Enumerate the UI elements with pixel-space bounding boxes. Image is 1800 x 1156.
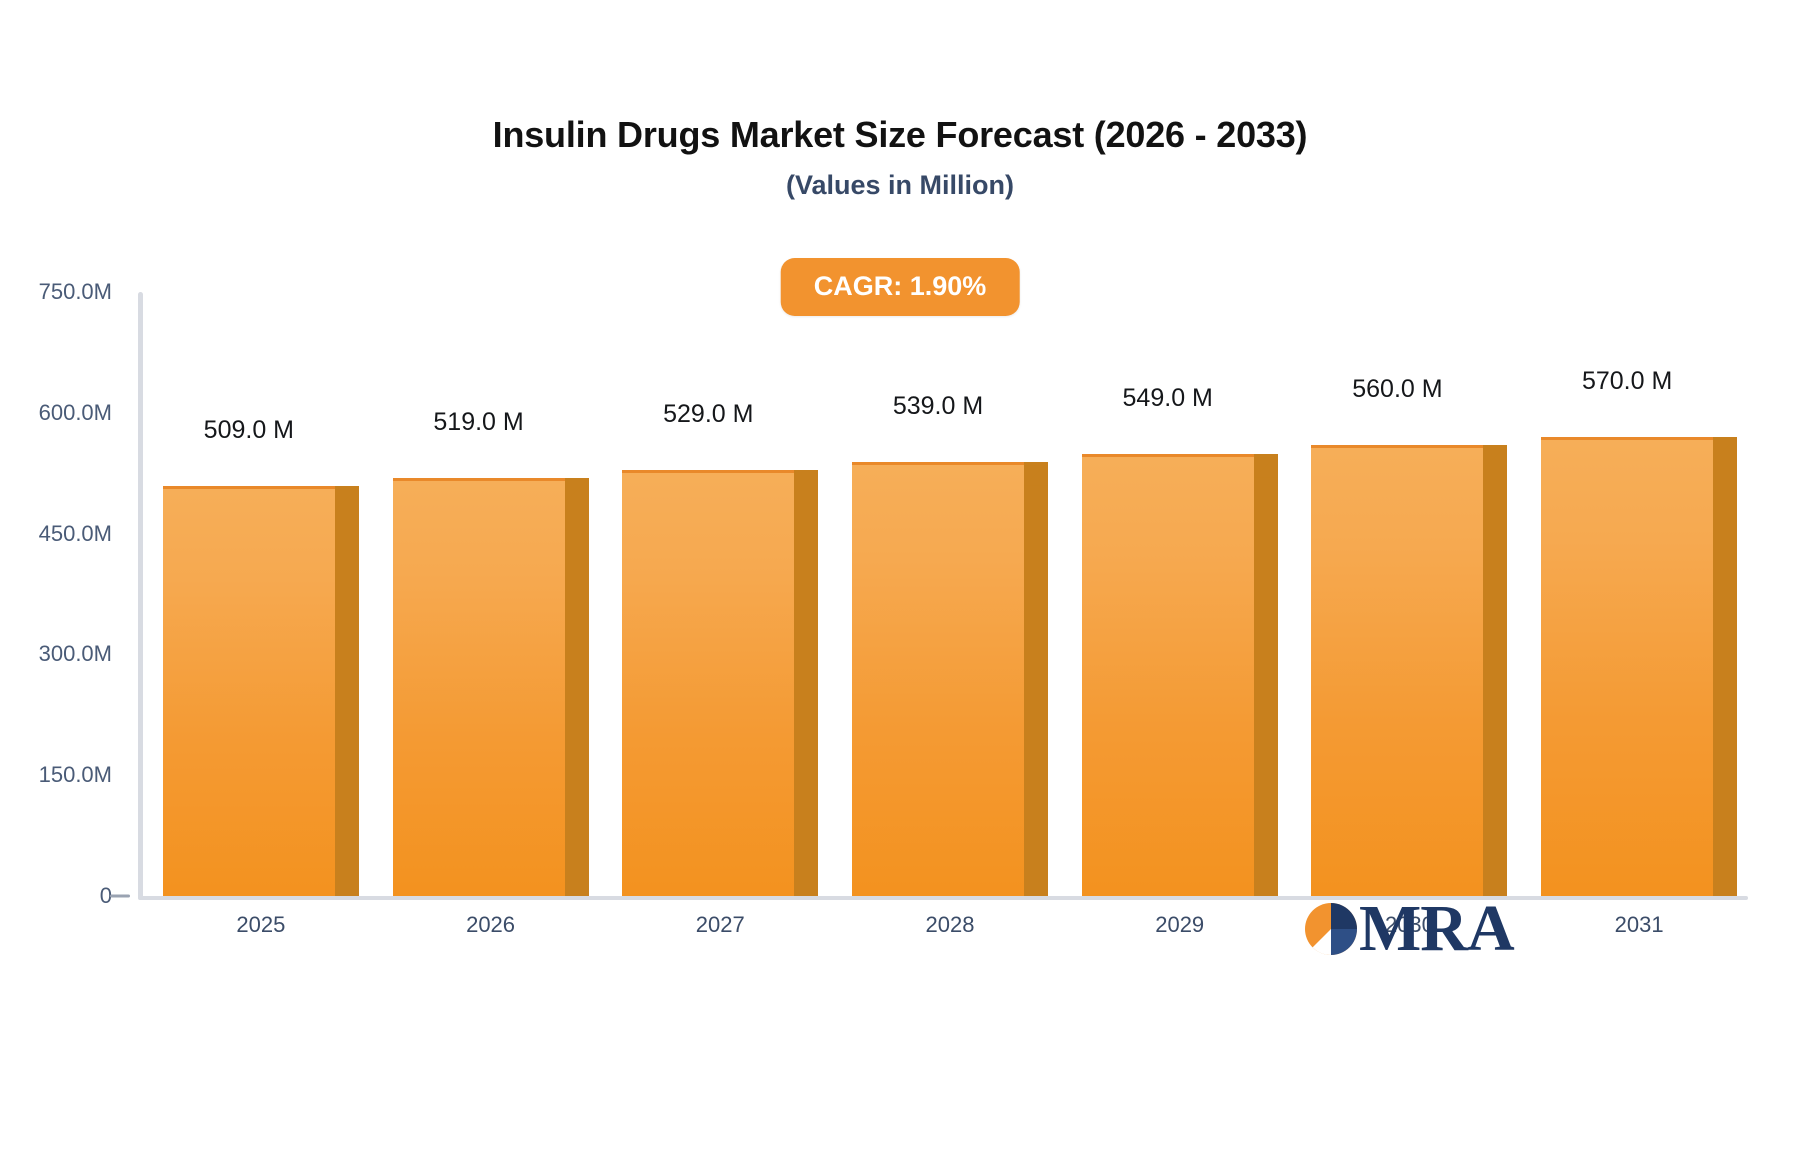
mra-logo-mark-icon [1303, 901, 1359, 957]
bar-side-face [1483, 445, 1508, 896]
mra-logo: MRA [1303, 892, 1515, 965]
y-axis-tick-label: 450.0M [38, 520, 112, 546]
x-axis-line [138, 896, 1748, 900]
y-axis-tick-label: 0 [99, 883, 112, 908]
x-axis-label: 2025 [236, 912, 286, 937]
bar-value-label: 539.0 M [892, 391, 984, 420]
bar-front-face [852, 461, 1024, 896]
bar-front-face [1311, 445, 1484, 896]
y-axis-line [138, 292, 143, 900]
bar-front-face [1541, 436, 1714, 896]
bar-value-label: 549.0 M [1122, 383, 1213, 412]
bar-side-face [1024, 461, 1048, 896]
x-axis-label: 2027 [695, 912, 745, 937]
bar-column[interactable] [392, 454, 589, 896]
bar-column[interactable] [162, 462, 359, 896]
x-axis-label: 2029 [1155, 912, 1205, 937]
y-axis-tick-label: 600.0M [38, 399, 112, 425]
bar-side-face [1253, 453, 1278, 896]
cagr-badge: CAGR: 1.90% [780, 258, 1020, 317]
bar-side-face [1713, 436, 1738, 896]
bar-side-face [794, 469, 819, 896]
bar-value-label: 519.0 M [433, 408, 524, 437]
bar-column[interactable] [1081, 430, 1278, 896]
bar-value-label: 560.0 M [1352, 375, 1443, 403]
x-axis-label: 2030 [1384, 912, 1434, 937]
bar-front-face [392, 478, 565, 896]
bar-side-face [334, 486, 359, 896]
bar-column[interactable] [622, 446, 819, 896]
bar-side-face [564, 478, 589, 896]
bar-front-face [1081, 453, 1254, 896]
bar-value-label: 570.0 M [1581, 366, 1673, 395]
bar-front-face [622, 469, 795, 896]
chart-title: Insulin Drugs Market Size Forecast (2026… [492, 114, 1308, 155]
bar-value-label: 509.0 M [203, 416, 295, 445]
y-axis-tick-label: 150.0M [38, 762, 112, 788]
x-axis-label: 2031 [1614, 912, 1664, 937]
bar-column[interactable] [1311, 421, 1508, 896]
chart-subtitle: (Values in Million) [785, 170, 1015, 200]
mra-logo-text: MRA [1359, 892, 1515, 965]
y-axis-tick-label: 750.0M [38, 279, 112, 304]
x-axis-label: 2028 [925, 912, 975, 937]
bar-column[interactable] [852, 438, 1048, 896]
y-axis-tick-mark [110, 894, 130, 898]
bar-front-face [162, 486, 335, 896]
bar-column[interactable] [1541, 413, 1738, 896]
bar-value-label: 529.0 M [663, 399, 754, 428]
y-axis-tick-label: 300.0M [38, 641, 112, 667]
x-axis-label: 2026 [466, 912, 516, 937]
